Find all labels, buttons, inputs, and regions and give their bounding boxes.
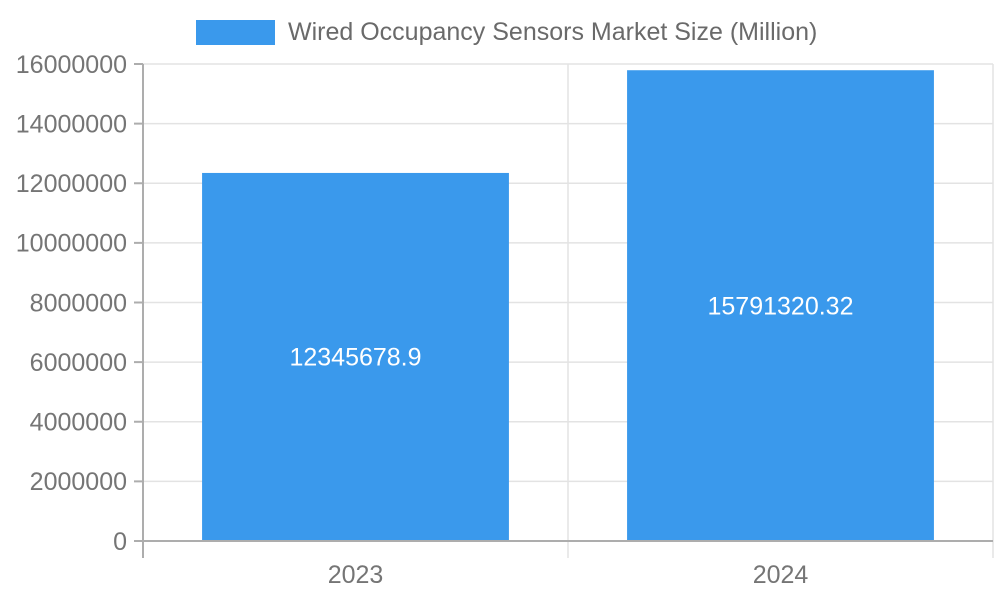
bar-value-label: 12345678.9	[289, 344, 421, 372]
bar[interactable]	[627, 70, 934, 542]
y-tick-label: 12000000	[16, 170, 127, 198]
legend-label: Wired Occupancy Sensors Market Size (Mil…	[288, 18, 818, 46]
y-tick-label: 4000000	[30, 409, 127, 437]
bar-value-label: 15791320.32	[708, 292, 854, 320]
x-category-label: 2023	[328, 561, 384, 589]
y-tick-label: 14000000	[16, 110, 127, 138]
chart-legend[interactable]: Wired Occupancy Sensors Market Size (Mil…	[196, 18, 817, 47]
y-tick-label: 6000000	[30, 349, 127, 377]
legend-swatch	[196, 20, 275, 45]
x-category-label: 2024	[753, 561, 809, 589]
y-tick-label: 2000000	[30, 468, 127, 496]
y-tick-label: 10000000	[16, 230, 127, 258]
y-tick-label: 8000000	[30, 289, 127, 317]
y-tick-label: 16000000	[16, 51, 127, 79]
bar[interactable]	[202, 172, 509, 541]
y-tick-label: 0	[113, 528, 127, 556]
